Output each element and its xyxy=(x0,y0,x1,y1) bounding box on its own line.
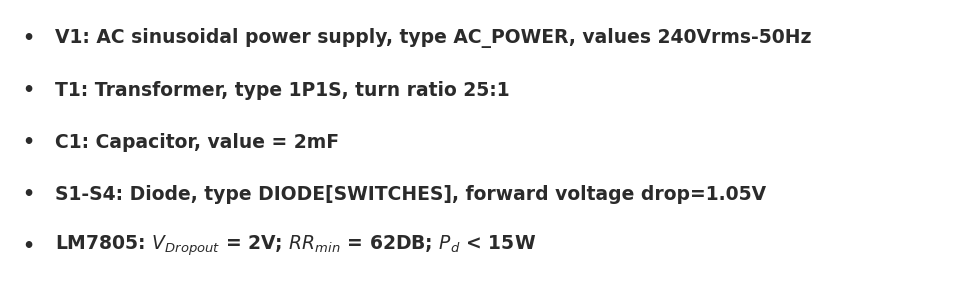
Text: •: • xyxy=(22,237,34,255)
Text: •: • xyxy=(22,80,34,99)
Text: •: • xyxy=(22,133,34,151)
Text: •: • xyxy=(22,185,34,203)
Text: LM7805: $V_{Dropout}$ = 2V; $RR_{min}$ = 62DB; $P_d$ < 15W: LM7805: $V_{Dropout}$ = 2V; $RR_{min}$ =… xyxy=(55,234,536,258)
Text: C1: Capacitor, value = 2mF: C1: Capacitor, value = 2mF xyxy=(55,133,338,151)
Text: S1-S4: Diode, type DIODE[SWITCHES], forward voltage drop=1.05V: S1-S4: Diode, type DIODE[SWITCHES], forw… xyxy=(55,185,765,203)
Text: •: • xyxy=(22,28,34,47)
Text: V1: AC sinusoidal power supply, type AC_POWER, values 240Vrms-50Hz: V1: AC sinusoidal power supply, type AC_… xyxy=(55,28,811,48)
Text: T1: Transformer, type 1P1S, turn ratio 25:1: T1: Transformer, type 1P1S, turn ratio 2… xyxy=(55,80,509,99)
